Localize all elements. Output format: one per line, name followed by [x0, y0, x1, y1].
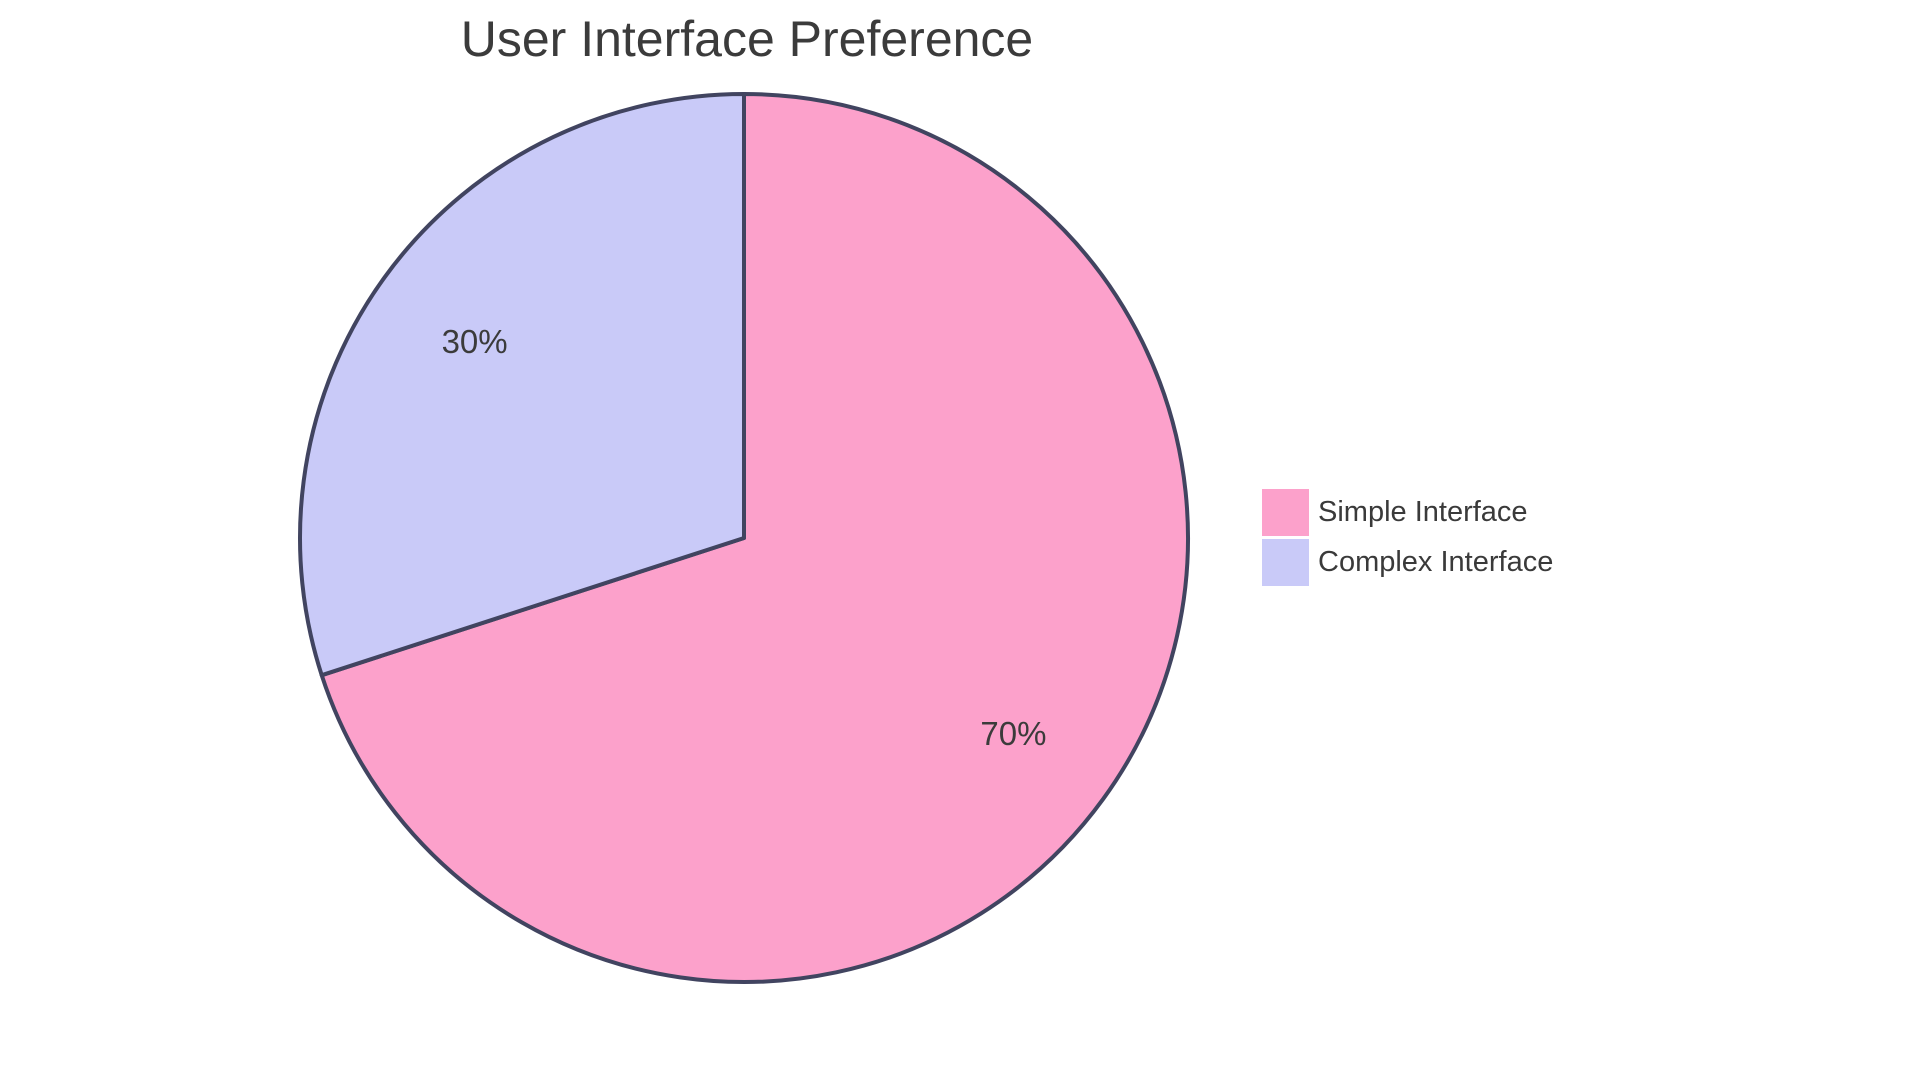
legend-label-complex-interface: Complex Interface	[1318, 546, 1554, 578]
slice-label-0: 70%	[980, 714, 1047, 752]
legend-item-complex-interface[interactable]: Complex Interface	[1262, 539, 1553, 586]
chart-title: User Interface Preference	[460, 11, 1034, 67]
slice-label-1: 30%	[441, 323, 508, 361]
legend: Simple Interface Complex Interface	[1262, 489, 1553, 589]
pie-slice-0	[319, 92, 1190, 984]
legend-swatch-complex-interface	[1262, 539, 1309, 586]
legend-item-simple-interface[interactable]: Simple Interface	[1262, 489, 1553, 536]
pie-slice-1	[298, 92, 746, 678]
legend-swatch-simple-interface	[1262, 489, 1309, 536]
legend-label-simple-interface: Simple Interface	[1318, 496, 1528, 528]
